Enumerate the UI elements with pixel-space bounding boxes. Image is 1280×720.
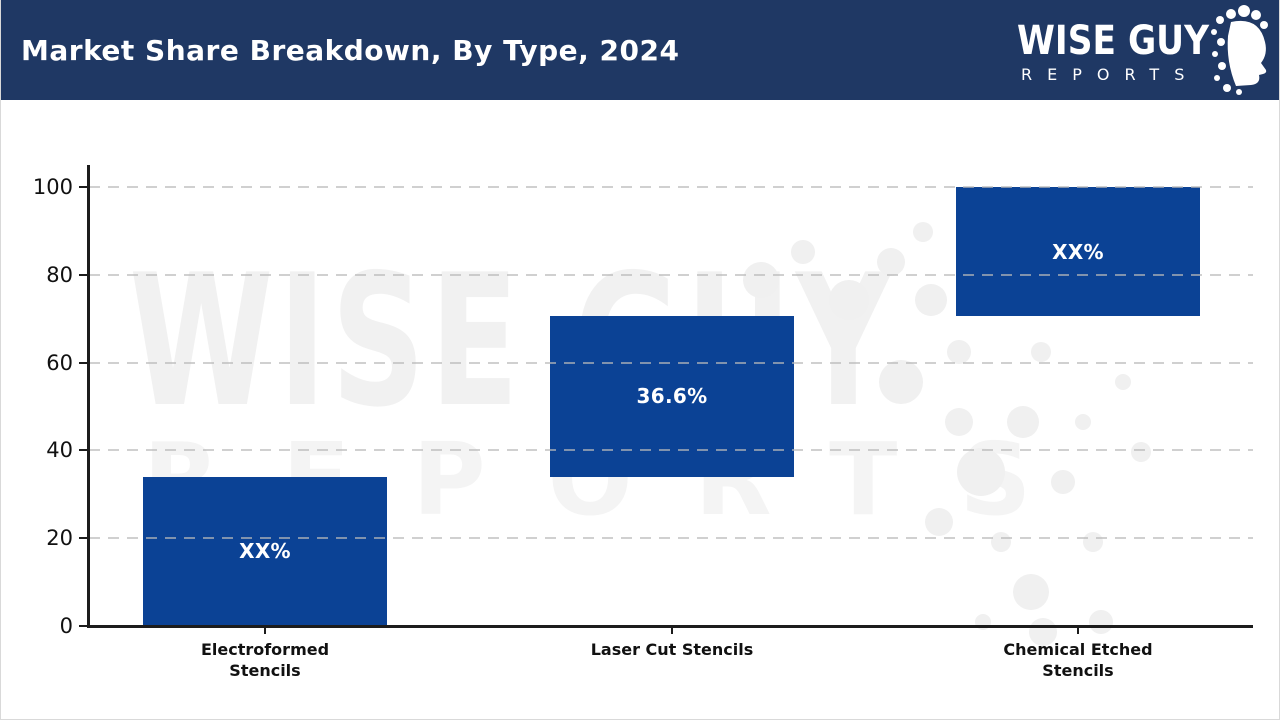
wiseguy-logo-graphic: WISE GUY REPORTS [1017,5,1268,95]
x-tick-mark [1077,627,1079,634]
y-tick-mark [79,361,88,364]
logo-subtext: REPORTS [1021,65,1199,84]
bar: XX% [143,476,387,626]
x-tick-mark [671,627,673,634]
wiseguy-logo: WISE GUY REPORTS [1015,4,1271,96]
x-tick-mark [264,627,266,634]
y-tick-mark [79,186,88,188]
bar: XX% [956,187,1200,317]
header-bar: Market Share Breakdown, By Type, 2024 WI… [1,0,1279,100]
gridline [89,273,1253,276]
y-tick-label: 0 [59,614,73,638]
y-tick-mark [79,273,88,276]
y-tick-mark [79,537,88,540]
bar-value-label: 36.6% [636,384,708,409]
bar-value-label: XX% [1052,239,1104,264]
y-tick-label: 100 [32,175,73,199]
gridline [89,537,1253,540]
y-tick-mark [79,449,88,452]
y-tick-label: 60 [46,350,73,375]
y-tick-label: 20 [46,526,73,551]
x-category-label: Chemical Etched Stencils [1003,640,1153,680]
y-tick-label: 40 [46,438,73,463]
bar: 36.6% [550,316,794,477]
bar-value-label: XX% [239,539,291,564]
y-tick-mark [79,625,88,627]
gridline [89,449,1253,452]
x-category-label: Electroformed Stencils [200,640,330,680]
gridline [89,186,1253,188]
gridline [89,361,1253,364]
logo-wordmark: WISE GUY [1017,18,1210,64]
x-axis-line [87,625,1253,628]
logo-face-icon [1211,5,1268,95]
y-tick-label: 80 [46,262,73,287]
x-category-label: Laser Cut Stencils [590,640,754,659]
chart-title: Market Share Breakdown, By Type, 2024 [21,33,680,67]
y-axis-spine [87,165,90,626]
